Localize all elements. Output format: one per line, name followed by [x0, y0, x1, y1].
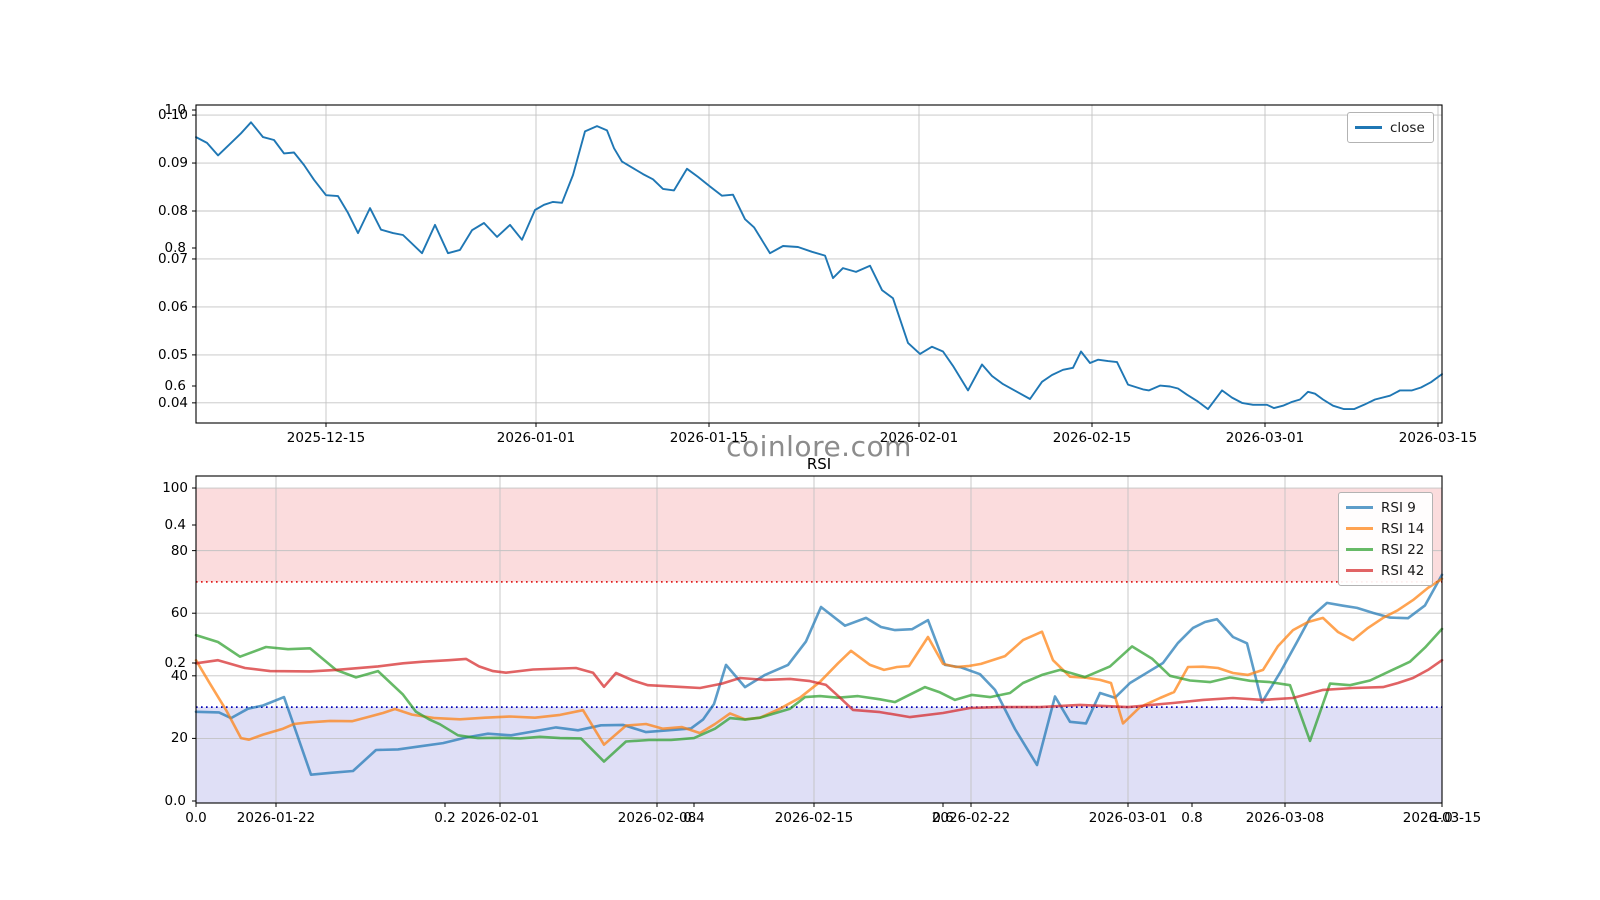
legend-line-swatch	[1346, 506, 1373, 509]
x-tick-label: 2026-03-15	[1398, 430, 1478, 446]
legend-entry: RSI 22	[1346, 539, 1424, 560]
y-tick-label: 100	[162, 480, 188, 497]
y-tick-label: 80	[170, 542, 188, 559]
twin-x-tick-label: 0.6	[932, 810, 954, 826]
legend-entry: close	[1355, 117, 1425, 138]
x-tick-label: 2026-02-08	[617, 810, 697, 826]
twin-x-tick-label: 0.4	[683, 810, 705, 826]
x-tick-label: 2026-02-01	[879, 430, 959, 446]
price-legend: close	[1347, 112, 1434, 143]
rsi22-line	[194, 627, 1444, 763]
y-tick-label: 0.07	[157, 250, 188, 267]
rsi-legend: RSI 9 RSI 14 RSI 22 RSI 42	[1338, 492, 1434, 586]
x-tick-label: 2026-03-15	[1402, 810, 1482, 826]
overbought-band	[196, 488, 1442, 582]
y-tick-label: 20	[170, 730, 188, 747]
x-tick-label: 2026-01-15	[669, 430, 749, 446]
twin-x-tick-label: 1.0	[1431, 810, 1453, 826]
x-tick-label: 2026-03-01	[1225, 430, 1305, 446]
x-tick-label: 2026-03-08	[1245, 810, 1325, 826]
rsi-panel-title: RSI	[806, 455, 832, 473]
oversold-band	[196, 707, 1442, 803]
legend-entry: RSI 9	[1346, 497, 1424, 518]
legend-label: RSI 42	[1381, 562, 1425, 579]
twin-x-tick-label: 0.8	[1181, 810, 1203, 826]
legend-entry: RSI 42	[1346, 560, 1424, 581]
x-tick-label: 2026-01-22	[236, 810, 316, 826]
y-tick-label: 0.09	[157, 155, 188, 172]
legend-line-swatch	[1346, 548, 1373, 551]
twin-y-tick-label: 0.8	[164, 240, 186, 256]
y-tick-label: 60	[170, 605, 188, 622]
legend-line-swatch	[1355, 126, 1382, 129]
y-tick-label: 40	[170, 667, 188, 684]
twin-y-tick-label: 0.4	[164, 517, 186, 533]
legend-label: RSI 9	[1381, 499, 1416, 516]
y-tick-label: 0.10	[157, 107, 188, 124]
twin-y-tick-label: 1.0	[164, 102, 186, 118]
rsi42-line	[194, 657, 1444, 719]
y-tick-label: 0.06	[157, 298, 188, 315]
y-tick-label: 0.04	[157, 394, 188, 411]
y-tick-label: 0.05	[157, 346, 188, 363]
twin-y-tick-label: 0.6	[164, 378, 186, 394]
twin-y-tick-label: 0.0	[164, 793, 186, 809]
x-tick-label: 2026-03-01	[1088, 810, 1168, 826]
legend-label: RSI 22	[1381, 541, 1425, 558]
x-tick-label: 2026-02-15	[774, 810, 854, 826]
x-tick-label: 2026-01-01	[496, 430, 576, 446]
rsi-panel-border	[195, 475, 1443, 804]
close-line	[195, 121, 1443, 411]
legend-label: RSI 14	[1381, 520, 1425, 537]
y-tick-label: 0.08	[157, 203, 188, 219]
twin-x-tick-label: 0.2	[434, 810, 456, 826]
legend-line-swatch	[1346, 527, 1373, 530]
coinlore-watermark: coinlore.com	[726, 430, 912, 463]
legend-line-swatch	[1346, 569, 1373, 572]
x-tick-label: 2026-02-15	[1052, 430, 1132, 446]
x-tick-label: 2026-02-22	[931, 810, 1011, 826]
rsi14-line	[194, 577, 1444, 747]
x-tick-label: 2026-02-01	[460, 810, 540, 826]
twin-y-tick-label: 0.2	[164, 655, 186, 671]
legend-entry: RSI 14	[1346, 518, 1424, 539]
twin-x-tick-label: 0.0	[185, 810, 207, 826]
x-tick-label: 2025-12-15	[286, 430, 366, 446]
legend-label: close	[1390, 119, 1425, 136]
price-panel-border	[195, 104, 1443, 424]
